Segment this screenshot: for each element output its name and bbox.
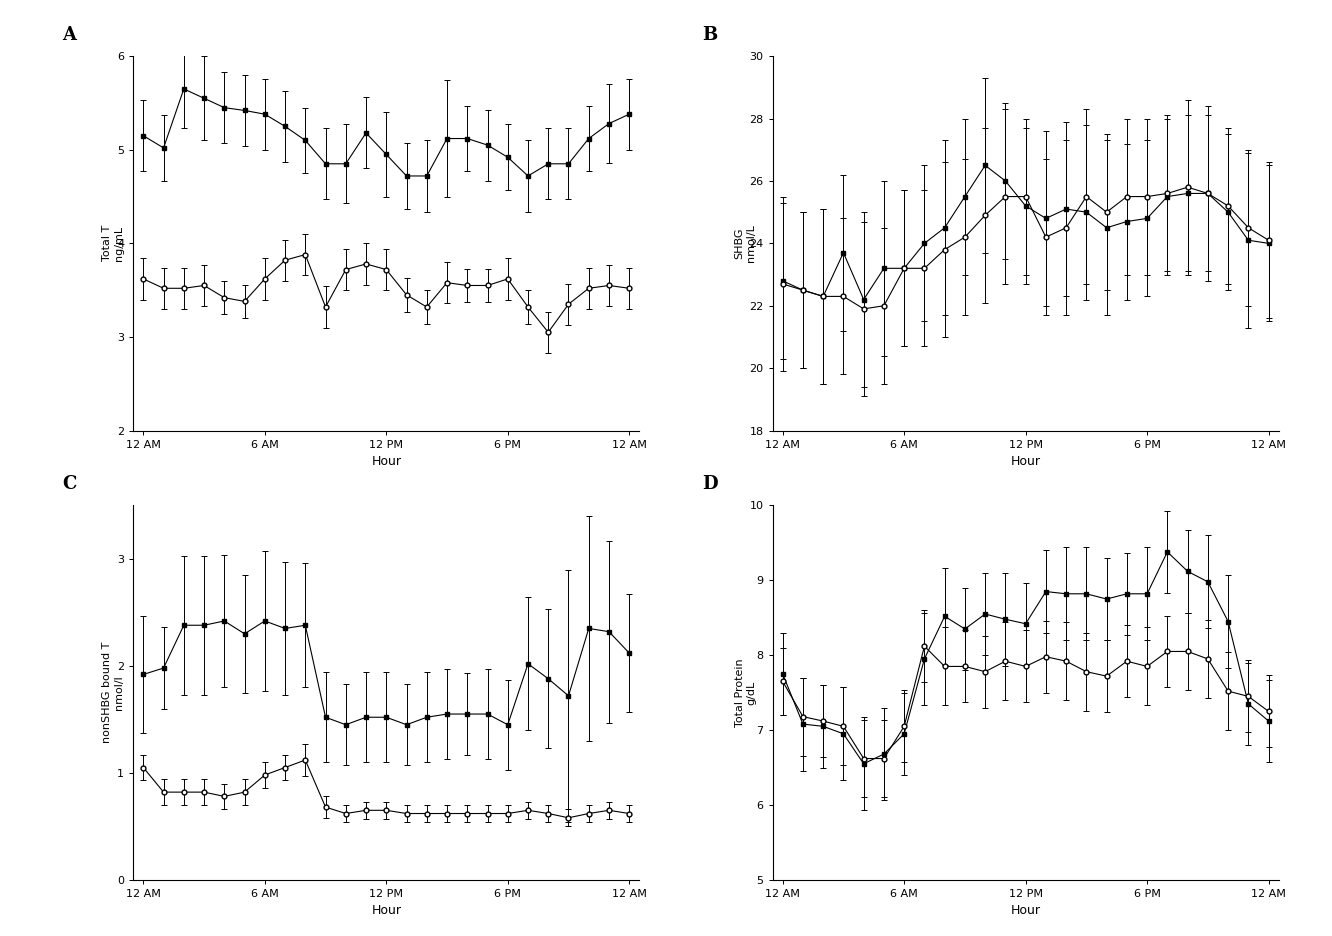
Y-axis label: Total Protein
g/dL: Total Protein g/dL [734,658,757,727]
Text: B: B [702,26,717,44]
X-axis label: Hour: Hour [1011,904,1040,917]
Text: D: D [702,475,718,493]
Text: A: A [63,26,76,44]
Y-axis label: nonSHBG bound T
nmol/l: nonSHBG bound T nmol/l [103,642,124,743]
X-axis label: Hour: Hour [1011,455,1040,468]
X-axis label: Hour: Hour [372,455,401,468]
Y-axis label: Total T
ng/mL: Total T ng/mL [103,226,124,261]
X-axis label: Hour: Hour [372,904,401,917]
Text: C: C [63,475,77,493]
Y-axis label: SHBG
nmol/L: SHBG nmol/L [734,225,757,262]
